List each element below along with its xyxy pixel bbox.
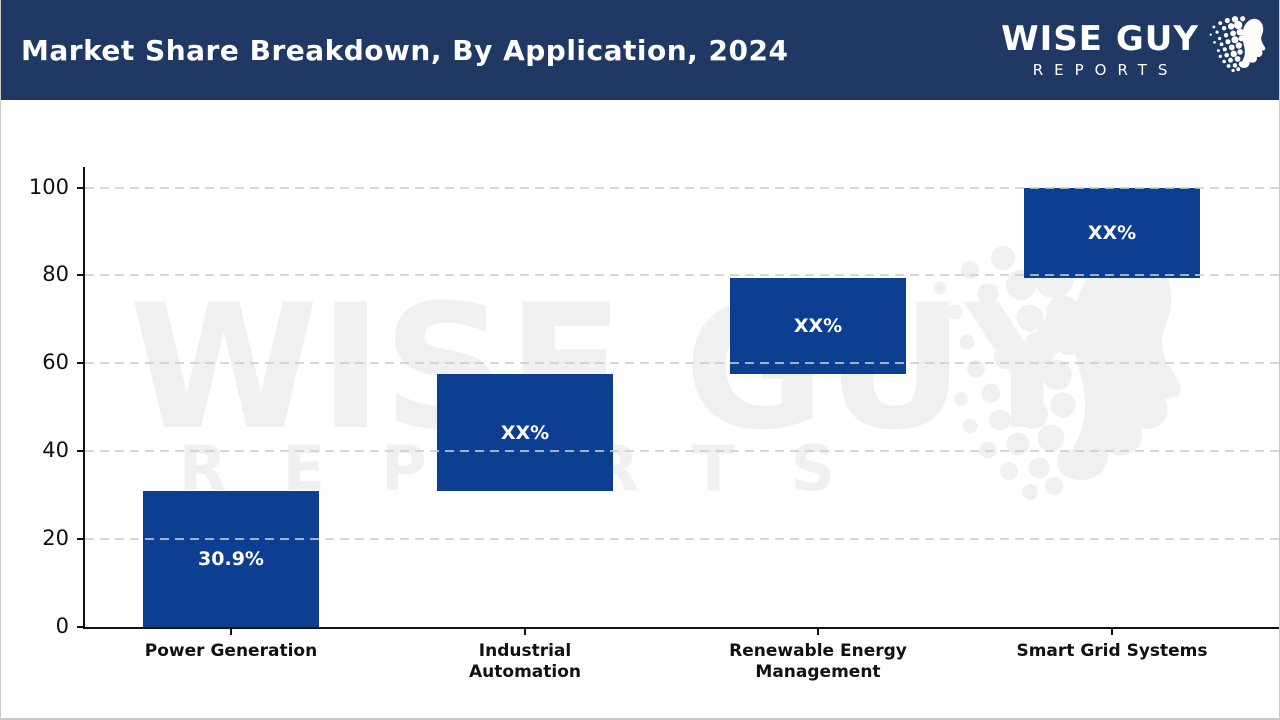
x-tick-industrial-automation xyxy=(524,627,526,635)
watermark-face-icon xyxy=(919,237,1182,500)
y-gridline-40 xyxy=(85,450,1279,453)
y-gridline-100 xyxy=(85,186,1279,189)
page-title: Market Share Breakdown, By Application, … xyxy=(21,33,789,67)
y-tick-label-0: 0 xyxy=(55,614,69,638)
x-category-label-renewable-energy-management: Renewable Energy Management xyxy=(729,641,907,682)
x-tick-smart-grid-systems xyxy=(1111,627,1113,635)
bar-value-label: 30.9% xyxy=(198,548,264,571)
brand-logo-text: WISE GUY REPORTS xyxy=(1001,22,1199,78)
header: Market Share Breakdown, By Application, … xyxy=(1,0,1279,100)
y-tick-40 xyxy=(77,450,85,453)
y-tick-label-100: 100 xyxy=(28,174,69,199)
bar-value-label: XX% xyxy=(793,315,843,338)
y-tick-label-80: 80 xyxy=(42,262,69,287)
y-tick-20 xyxy=(77,538,85,541)
y-tick-label-60: 60 xyxy=(42,350,69,375)
y-tick-60 xyxy=(77,362,85,365)
y-gridline-60 xyxy=(85,362,1279,365)
bar-value-label: XX% xyxy=(1087,221,1137,244)
bar-value-label: XX% xyxy=(500,421,550,444)
y-tick-0 xyxy=(77,626,85,628)
bar-industrial-automation: XX% xyxy=(437,374,613,492)
y-axis-line xyxy=(83,167,85,629)
x-axis-line xyxy=(83,627,1279,629)
y-tick-80 xyxy=(77,274,85,277)
x-category-label-industrial-automation: Industrial Automation xyxy=(469,641,581,682)
x-category-label-smart-grid-systems: Smart Grid Systems xyxy=(1016,641,1208,661)
x-category-label-power-generation: Power Generation xyxy=(144,641,318,661)
logo-subtitle: REPORTS xyxy=(1032,61,1179,79)
y-gridline-80 xyxy=(85,274,1279,277)
y-tick-label-20: 20 xyxy=(42,526,69,551)
bar-smart-grid-systems: XX% xyxy=(1024,187,1200,279)
x-tick-renewable-energy-management xyxy=(817,627,819,635)
brand-logo: WISE GUY REPORTS xyxy=(1001,6,1267,94)
y-gridline-20 xyxy=(85,538,1279,541)
y-tick-100 xyxy=(77,186,85,189)
bar-power-generation: 30.9% xyxy=(143,491,319,627)
bar-renewable-energy-management: XX% xyxy=(730,278,906,375)
logo-face-icon xyxy=(1209,16,1266,73)
y-tick-label-40: 40 xyxy=(42,438,69,463)
x-tick-power-generation xyxy=(230,627,232,635)
logo-wordmark: WISE GUY xyxy=(1001,19,1199,59)
